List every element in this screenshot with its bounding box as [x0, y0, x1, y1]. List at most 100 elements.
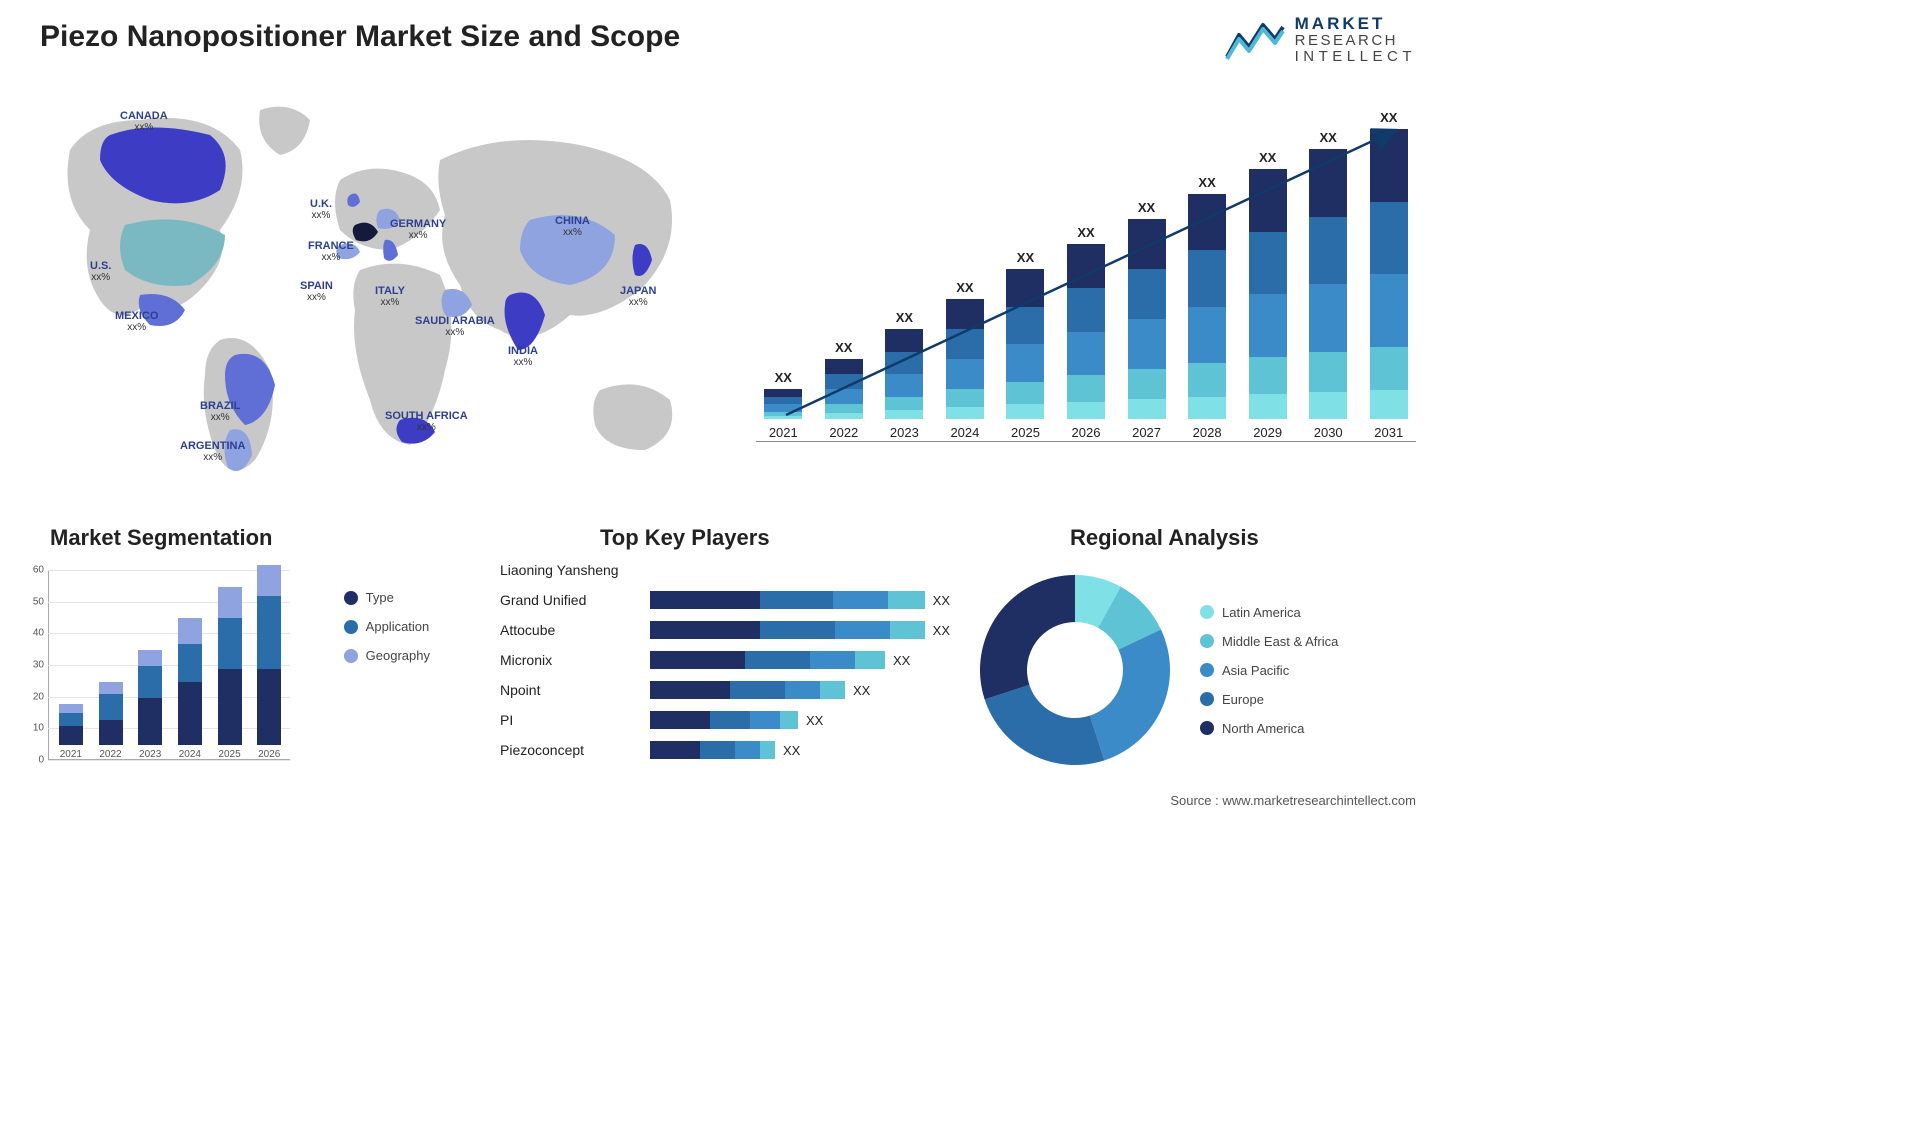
- map-label-italy: ITALYxx%: [375, 285, 405, 308]
- seg-legend-item: Application: [344, 619, 430, 634]
- keyplayer-row: Grand UnifiedXX: [500, 585, 950, 615]
- map-label-argentina: ARGENTINAxx%: [180, 440, 245, 463]
- legend-label: Middle East & Africa: [1222, 634, 1338, 649]
- keyplayer-bar-seg: [820, 681, 845, 699]
- keyplayer-bar-seg: [835, 621, 890, 639]
- legend-label: Application: [366, 619, 430, 634]
- forecast-bar: [1006, 269, 1044, 419]
- forecast-bar-seg: [1370, 274, 1408, 347]
- logo-text-2: RESEARCH: [1295, 33, 1416, 49]
- forecast-col-2021: XX2021: [756, 370, 811, 440]
- forecast-col-2030: XX 2030: [1301, 130, 1356, 440]
- keyplayer-bar-seg: [650, 741, 700, 759]
- keyplayer-bar-seg: [760, 741, 775, 759]
- forecast-value-label: XX: [1320, 130, 1337, 145]
- keyplayer-value: XX: [806, 713, 823, 728]
- seg-col-2026: 2026: [253, 565, 285, 760]
- forecast-value-label: XX: [1380, 110, 1397, 125]
- seg-y-tick: 40: [24, 628, 44, 639]
- seg-legend-item: Geography: [344, 648, 430, 663]
- seg-bar-seg: [138, 666, 162, 698]
- seg-legend-item: Type: [344, 590, 430, 605]
- regional-legend-item: Middle East & Africa: [1200, 634, 1338, 649]
- map-label-southafrica: SOUTH AFRICAxx%: [385, 410, 468, 433]
- forecast-bar-seg: [885, 329, 923, 352]
- keyplayers-title: Top Key Players: [600, 525, 770, 551]
- keyplayer-row: Piezoconcept XX: [500, 735, 950, 765]
- forecast-year-label: 2024: [950, 425, 979, 440]
- forecast-bar: [764, 389, 802, 419]
- seg-bar-seg: [99, 682, 123, 695]
- regional-legend-item: Asia Pacific: [1200, 663, 1338, 678]
- forecast-bar-seg: [946, 329, 984, 359]
- map-label-uk: U.K.xx%: [310, 198, 332, 221]
- keyplayer-name: Attocube: [500, 622, 640, 638]
- donut-slice: [985, 685, 1105, 765]
- regional-legend-item: Europe: [1200, 692, 1338, 707]
- legend-dot-icon: [1200, 663, 1214, 677]
- keyplayer-bar-seg: [760, 621, 835, 639]
- forecast-bar-seg: [764, 389, 802, 397]
- forecast-bar-seg: [1067, 288, 1105, 332]
- seg-bar-seg: [138, 698, 162, 746]
- regional-chart: Latin AmericaMiddle East & AfricaAsia Pa…: [970, 560, 1420, 780]
- keyplayer-bar-seg: [745, 651, 810, 669]
- forecast-bar-seg: [1128, 219, 1166, 269]
- forecast-bar: [1309, 149, 1347, 419]
- forecast-year-label: 2030: [1314, 425, 1343, 440]
- seg-bar-seg: [138, 650, 162, 666]
- keyplayer-bar: XX: [650, 741, 950, 759]
- forecast-col-2028: XX2028: [1180, 175, 1235, 440]
- forecast-bar-seg: [825, 413, 863, 419]
- seg-col-2023: 2023: [134, 650, 166, 760]
- seg-col-2022: 2022: [95, 682, 127, 760]
- map-label-china: CHINAxx%: [555, 215, 590, 238]
- keyplayer-bar-seg: [650, 711, 710, 729]
- forecast-bar-seg: [1128, 319, 1166, 369]
- segmentation-chart: 0102030405060 202120222023202420252026 T…: [20, 560, 440, 790]
- keyplayer-name: PI: [500, 712, 640, 728]
- keyplayer-bar-seg: [810, 651, 855, 669]
- seg-y-tick: 20: [24, 691, 44, 702]
- legend-dot-icon: [1200, 605, 1214, 619]
- forecast-bar-seg: [1188, 250, 1226, 306]
- legend-dot-icon: [344, 649, 358, 663]
- forecast-bar-seg: [946, 299, 984, 329]
- forecast-bar-seg: [946, 389, 984, 407]
- logo-icon: [1225, 17, 1285, 62]
- forecast-bar-seg: [1006, 307, 1044, 345]
- forecast-col-2027: XX2027: [1119, 200, 1174, 440]
- keyplayer-name: Piezoconcept: [500, 742, 640, 758]
- forecast-bar-seg: [764, 397, 802, 405]
- seg-bar-seg: [99, 720, 123, 745]
- segmentation-title: Market Segmentation: [50, 525, 273, 551]
- seg-bar-seg: [59, 704, 83, 714]
- map-label-mexico: MEXICOxx%: [115, 310, 158, 333]
- keyplayer-value: XX: [853, 683, 870, 698]
- forecast-bar-seg: [946, 359, 984, 389]
- keyplayer-row: MicronixXX: [500, 645, 950, 675]
- keyplayer-value: XX: [893, 653, 910, 668]
- forecast-bar-seg: [1309, 217, 1347, 285]
- forecast-bar-seg: [1309, 284, 1347, 352]
- seg-year-label: 2023: [139, 749, 161, 760]
- forecast-bar-seg: [1006, 382, 1044, 405]
- forecast-bar-seg: [1370, 347, 1408, 391]
- seg-y-tick: 50: [24, 596, 44, 607]
- forecast-x-axis: [756, 441, 1416, 442]
- forecast-year-label: 2027: [1132, 425, 1161, 440]
- seg-gridline: [48, 760, 290, 761]
- forecast-bar-seg: [825, 374, 863, 389]
- seg-bar: [138, 650, 162, 745]
- keyplayer-bar: XX: [650, 591, 950, 609]
- seg-bar-seg: [178, 618, 202, 643]
- map-label-germany: GERMANYxx%: [390, 218, 446, 241]
- seg-bar: [59, 704, 83, 745]
- forecast-bar-seg: [1309, 149, 1347, 217]
- legend-label: Geography: [366, 648, 430, 663]
- forecast-bar: [1188, 194, 1226, 419]
- source-text: Source : www.marketresearchintellect.com: [1170, 793, 1416, 808]
- regional-legend: Latin AmericaMiddle East & AfricaAsia Pa…: [1200, 605, 1338, 736]
- seg-col-2025: 2025: [214, 587, 246, 760]
- keyplayer-value: XX: [933, 593, 950, 608]
